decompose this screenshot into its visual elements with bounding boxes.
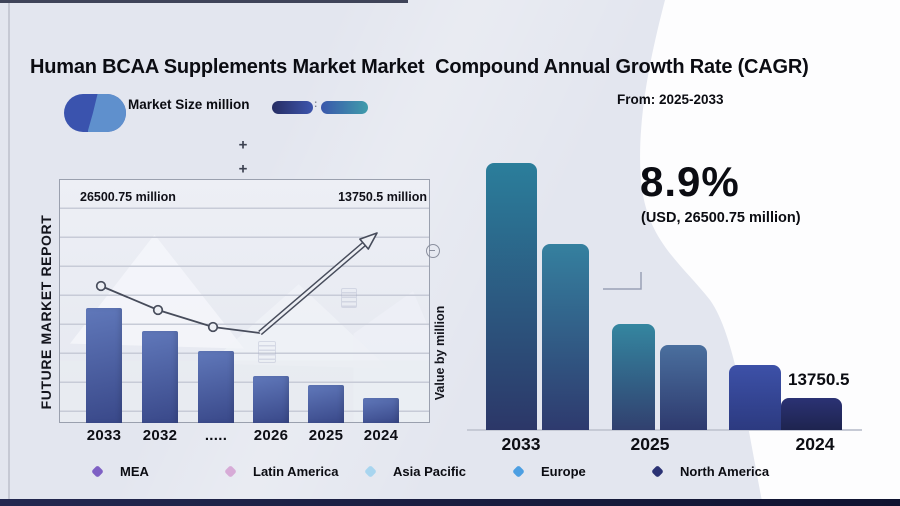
legend-label: North America [680,464,770,479]
bottom-accent-bar [0,499,900,506]
left-chart-bar-1 [142,331,178,423]
right-chart-bar-5 [781,398,842,430]
page-title: Human BCAA Supplements Market Market Com… [30,56,809,78]
cagr-chart-axis [467,429,862,431]
legend-item-mea: MEA [91,464,149,479]
left-chart-bar-4 [308,385,344,423]
left-chart-x-label-5: 2024 [363,427,399,444]
legend-label: Latin America [253,464,339,479]
legend-item-latin-america: Latin America [224,464,339,479]
right-chart-bar-0 [486,163,537,430]
trend-end-value: 13750.5 million [338,190,427,204]
cagr-value: 8.9% [640,158,740,205]
right-chart-bar-4 [729,365,781,430]
legend-diamond-icon [512,465,525,478]
left-chart-bar-0 [86,308,122,423]
top-accent-line [0,0,408,3]
pill-separator: : [314,99,318,110]
right-chart-x-label-0: 2033 [501,434,541,454]
pill-badge-dark-icon [272,101,313,114]
right-chart-bar-1 [542,244,589,430]
right-chart-x-label-1: 2025 [630,434,670,454]
right-chart-bar-3 [660,345,707,430]
trend-start-value: 26500.75 million [80,190,176,204]
left-chart-x-label-2: ..... [204,427,228,444]
left-chart-bar-2 [198,351,234,423]
left-chart-bar-3 [253,376,289,423]
document-icon [258,341,276,363]
legend-diamond-icon [91,465,104,478]
brand-capsule-icon [64,94,126,132]
left-chart-x-label-4: 2025 [308,427,344,444]
document-icon [341,288,357,308]
minus-circle-icon [426,244,440,258]
cagr-basis: (USD, 26500.75 million) [641,210,801,226]
legend-label: Asia Pacific [393,464,466,479]
forecast-period-label: From: 2025-2033 [617,92,724,107]
legend-diamond-icon [224,465,237,478]
legend-item-north-america: North America [651,464,770,479]
left-border-line [8,2,10,499]
value-axis-label: Value by million [433,305,447,401]
legend-diamond-icon [651,465,664,478]
right-chart-bar-2 [612,324,655,430]
legend-item-europe: Europe [512,464,586,479]
legend-label: Europe [541,464,586,479]
plus-mark-icon: + [238,160,248,178]
future-market-report-watermark: FUTURE MARKET REPORT [38,214,54,410]
legend-item-asia-pacific: Asia Pacific [364,464,466,479]
left-chart-x-label-0: 2033 [86,427,122,444]
market-size-label: Market Size million [128,97,250,112]
plus-mark-icon: + [238,136,248,154]
left-chart-x-label-1: 2032 [142,427,178,444]
legend-label: MEA [120,464,149,479]
pill-badge-teal-icon [321,101,368,114]
left-chart-bar-5 [363,398,399,423]
value-2024-label: 13750.5 [788,370,850,389]
left-chart-x-label-3: 2026 [253,427,289,444]
legend-diamond-icon [364,465,377,478]
right-chart-x-label-2: 2024 [795,434,835,454]
